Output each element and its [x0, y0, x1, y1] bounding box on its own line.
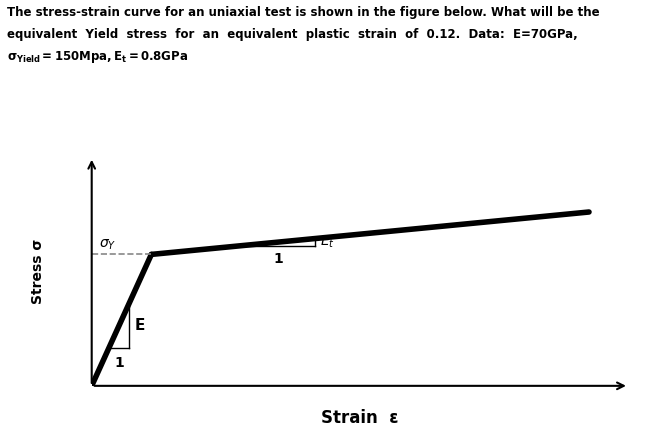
- Text: The stress-strain curve for an uniaxial test is shown in the figure below. What : The stress-strain curve for an uniaxial …: [7, 6, 599, 20]
- Text: E: E: [135, 318, 145, 333]
- Text: equivalent  Yield  stress  for  an  equivalent  plastic  strain  of  0.12.  Data: equivalent Yield stress for an equivalen…: [7, 28, 577, 41]
- Text: 1: 1: [114, 356, 124, 370]
- Text: Strain  ε: Strain ε: [322, 409, 399, 424]
- Text: $\sigma_Y$: $\sigma_Y$: [99, 238, 117, 252]
- Text: $E_t$: $E_t$: [320, 234, 335, 250]
- Text: 1: 1: [273, 252, 283, 266]
- Text: $\mathbf{\sigma_{Yield}}$$\mathbf{=150Mpa, E_t=0.8GPa}$: $\mathbf{\sigma_{Yield}}$$\mathbf{=150Mp…: [7, 49, 188, 65]
- Text: Stress σ: Stress σ: [31, 239, 45, 304]
